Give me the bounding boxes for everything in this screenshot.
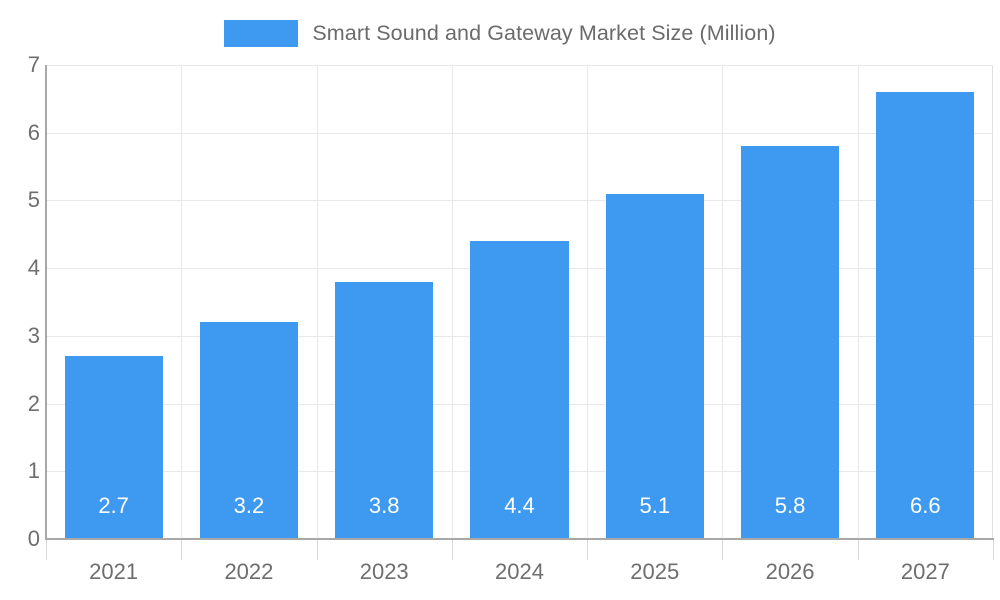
x-axis-tick-label: 2022 <box>224 559 274 584</box>
x-axis-tick-label: 2024 <box>495 559 544 584</box>
x-axis-tick-mark <box>46 540 47 560</box>
y-axis-tick-label: 0 <box>27 526 40 551</box>
gridline-vertical <box>587 65 588 539</box>
x-axis-tick-mark <box>452 540 453 560</box>
y-axis-tick-label: 4 <box>27 255 40 281</box>
x-axis-tick-mark <box>858 540 859 560</box>
bar-value-label: 5.8 <box>774 493 806 518</box>
legend-item[interactable]: Smart Sound and Gateway Market Size (Mil… <box>224 19 776 47</box>
bar[interactable]: 6.6 <box>876 92 975 539</box>
gridline-vertical <box>452 65 453 539</box>
bar[interactable]: 3.2 <box>199 322 298 539</box>
y-axis-tick-label: 5 <box>27 187 40 213</box>
x-axis-tick-label: 2027 <box>900 559 950 584</box>
gridline-vertical <box>181 65 182 539</box>
bar[interactable]: 3.8 <box>335 281 434 539</box>
gridline-horizontal <box>46 200 993 202</box>
plot-right-border <box>992 65 993 539</box>
bar[interactable]: 2.7 <box>64 356 163 539</box>
x-axis-tick-label: 2023 <box>359 559 409 584</box>
y-axis-tick-label: 3 <box>27 322 40 348</box>
y-axis-tick-label: 7 <box>27 52 40 77</box>
x-axis-tick-label: 2021 <box>89 559 139 584</box>
chart-legend: Smart Sound and Gateway Market Size (Mil… <box>0 14 1000 52</box>
y-axis-tick-labels: 0 1 2 3 4 5 6 7 <box>0 0 40 600</box>
color-swatch-icon <box>224 19 299 47</box>
gridline-horizontal <box>46 65 993 66</box>
plot-area: 2.7 3.2 3.8 4.4 5.1 5.8 6.6 <box>46 65 993 540</box>
x-axis-tick-mark <box>317 540 318 560</box>
y-axis-line <box>45 65 47 540</box>
gridline-vertical <box>317 65 318 539</box>
bar[interactable]: 5.1 <box>605 193 704 539</box>
gridline-vertical <box>722 65 723 539</box>
bar-value-label: 3.2 <box>233 493 265 518</box>
x-axis-line <box>45 538 994 540</box>
bar-value-label: 4.4 <box>504 493 535 518</box>
x-axis-tick-mark <box>181 540 182 560</box>
x-axis-tick-labels: 2021 2022 2023 2024 2025 2026 2027 <box>46 559 993 594</box>
y-axis-tick-label: 6 <box>27 119 40 145</box>
gridline-horizontal <box>46 132 993 134</box>
x-axis-tick-label: 2026 <box>765 559 815 584</box>
bar-value-label: 2.7 <box>98 493 129 518</box>
y-axis-tick-label: 1 <box>27 458 40 484</box>
bar-value-label: 3.8 <box>368 493 400 518</box>
x-axis-tick-mark <box>722 540 723 560</box>
bar[interactable]: 4.4 <box>470 241 569 539</box>
bar[interactable]: 5.8 <box>741 146 840 539</box>
bar-value-label: 6.6 <box>910 493 941 518</box>
gridline-vertical <box>858 65 859 539</box>
y-axis-tick-label: 2 <box>27 390 40 416</box>
x-axis-tick-mark <box>587 540 588 560</box>
bar-value-label: 5.1 <box>639 493 671 518</box>
legend-label: Smart Sound and Gateway Market Size (Mil… <box>312 20 776 45</box>
x-axis-tick-label: 2025 <box>630 559 680 584</box>
x-axis-tick-mark <box>993 540 994 560</box>
